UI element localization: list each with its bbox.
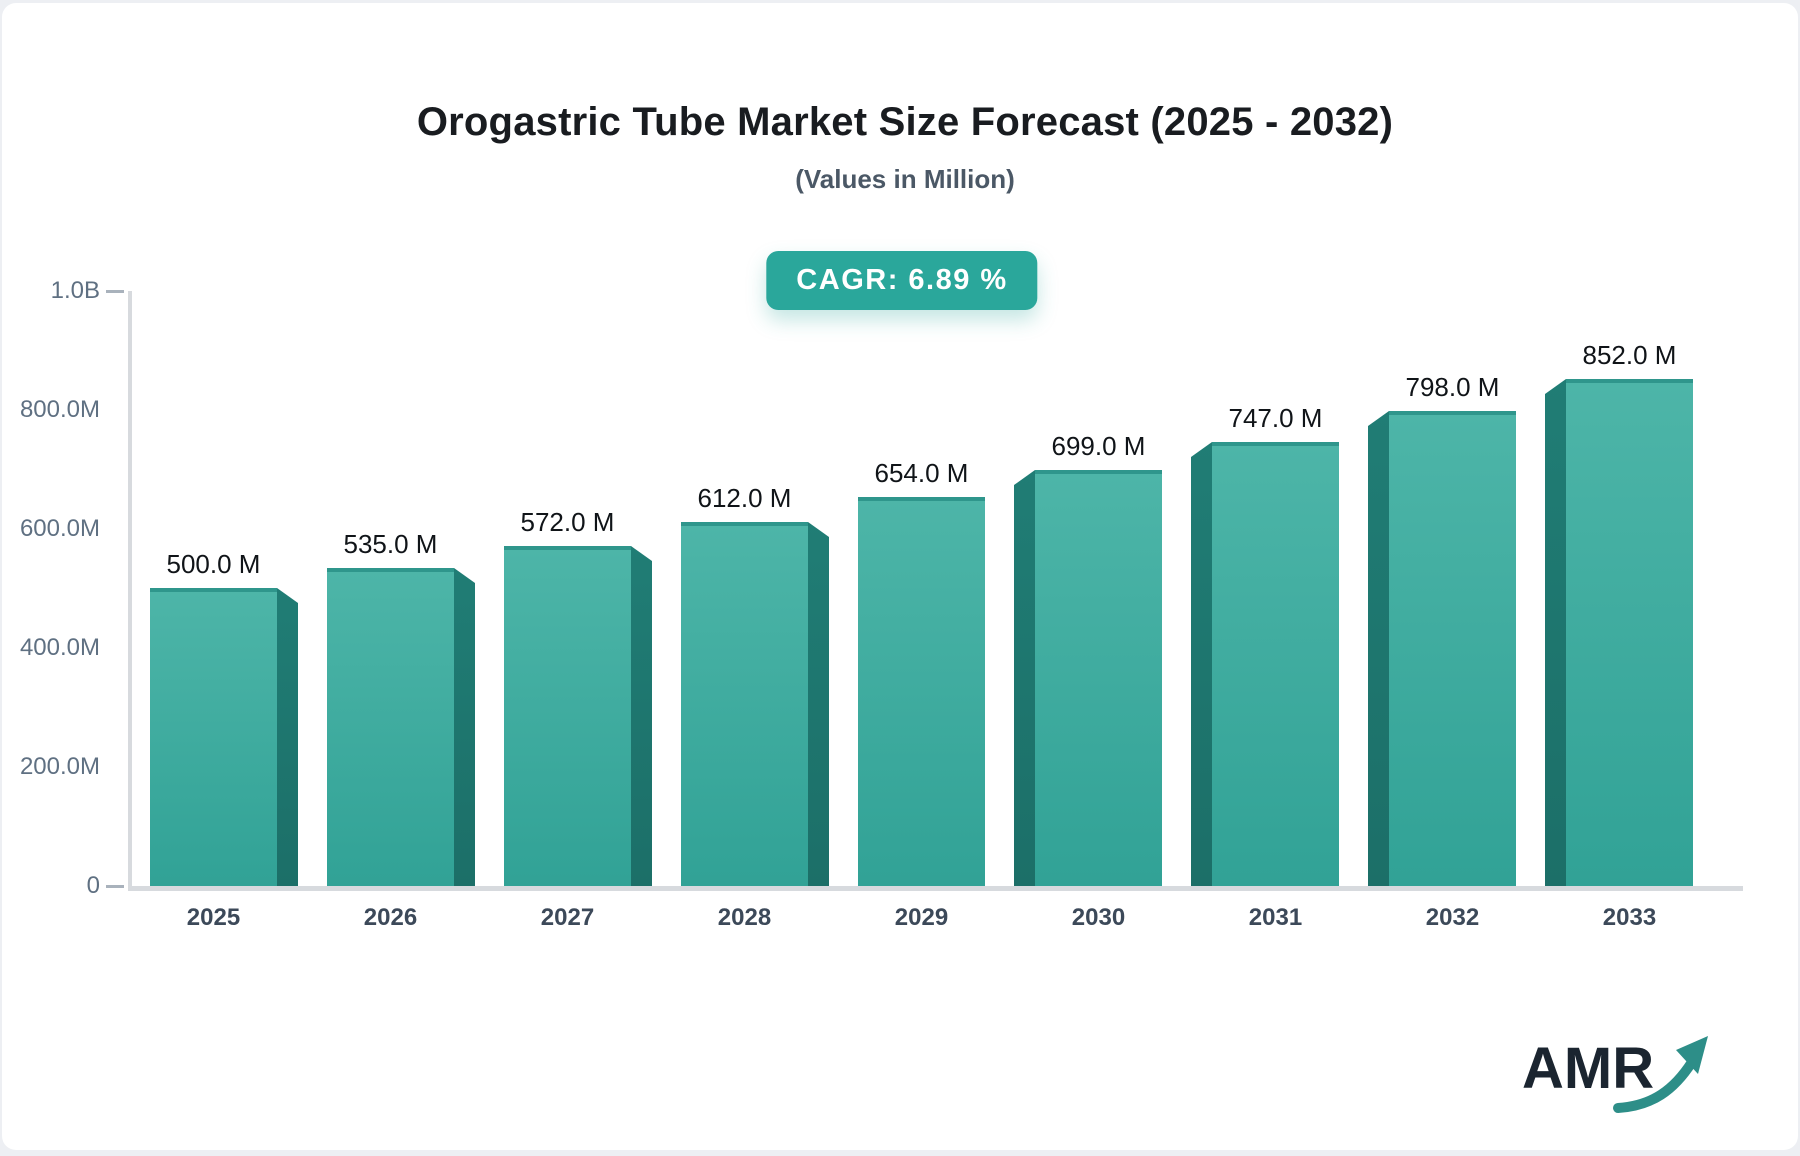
bar-2028[interactable] [681,522,808,886]
y-tick-1.0B: 1.0B [50,277,100,304]
x-tick-2028: 2028 [717,904,772,931]
bar-2031[interactable] [1212,442,1339,886]
bar-2030[interactable] [1035,470,1162,886]
bar-side-2027 [631,546,652,886]
bar-2026[interactable] [327,568,454,886]
value-label-2029: 654.0 M [874,458,969,488]
value-label-2030: 699.0 M [1051,431,1146,461]
amr-logo[interactable]: AMR [1522,1026,1732,1122]
y-tick-dash-0 [106,885,124,888]
bar-2029[interactable] [858,497,985,886]
y-axis-line [128,291,132,890]
bar-side-2031 [1191,442,1212,886]
x-tick-2029: 2029 [894,904,949,931]
amr-logo-text: AMR [1522,1036,1654,1101]
value-label-2027: 572.0 M [520,507,615,537]
x-axis-line [128,886,1743,891]
y-tick-dash-1.0B [106,290,124,293]
value-label-2028: 612.0 M [697,483,792,513]
x-tick-2031: 2031 [1248,904,1303,931]
bar-side-2026 [454,568,475,886]
x-tick-2025: 2025 [186,904,241,931]
x-tick-2033: 2033 [1602,904,1657,931]
bar-side-2030 [1014,470,1035,886]
x-tick-2026: 2026 [363,904,418,931]
bar-side-2028 [808,522,829,886]
y-tick-600.0M: 600.0M [19,515,100,542]
bar-side-2025 [277,588,298,886]
bar-side-2032 [1368,411,1389,886]
x-tick-2027: 2027 [540,904,595,931]
bar-2032[interactable] [1389,411,1516,886]
value-label-2025: 500.0 M [166,549,261,579]
value-label-2031: 747.0 M [1228,403,1323,433]
y-tick-200.0M: 200.0M [19,753,100,780]
y-tick-0: 0 [86,872,100,899]
chart-subtitle: (Values in Million) [795,164,1015,194]
y-tick-400.0M: 400.0M [19,634,100,661]
value-label-2032: 798.0 M [1405,372,1500,402]
value-label-2033: 852.0 M [1582,340,1677,370]
cagr-badge: CAGR: 6.89 % [766,251,1038,310]
y-tick-800.0M: 800.0M [19,396,100,423]
bar-side-2033 [1545,379,1566,886]
x-tick-2030: 2030 [1071,904,1126,931]
chart-title: Orogastric Tube Market Size Forecast (20… [416,100,1394,144]
amr-logo-arrow-tail [1613,1057,1697,1113]
bar-2033[interactable] [1566,379,1693,886]
amr-logo-arrow-head [1676,1036,1708,1074]
bar-2027[interactable] [504,546,631,886]
value-label-2026: 535.0 M [343,529,438,559]
x-tick-2032: 2032 [1425,904,1480,931]
bar-2025[interactable] [150,588,277,886]
